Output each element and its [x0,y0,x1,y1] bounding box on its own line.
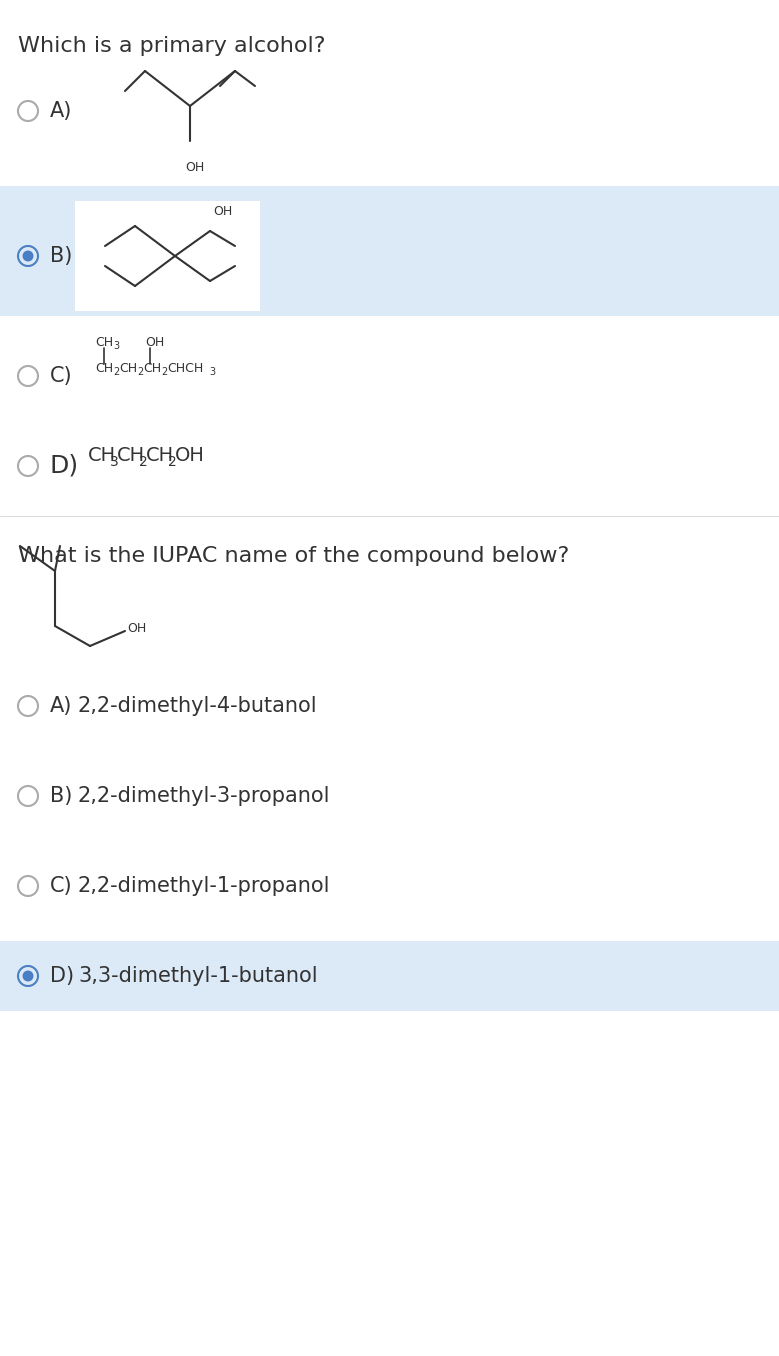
Text: Which is a primary alcohol?: Which is a primary alcohol? [18,37,326,56]
Text: A): A) [50,696,72,716]
Text: OH: OH [185,161,204,174]
Circle shape [23,971,33,982]
Text: CH: CH [95,336,113,348]
Text: 2: 2 [137,367,143,377]
Text: CH: CH [146,446,174,465]
Text: OH: OH [145,336,164,348]
Circle shape [23,251,33,262]
FancyBboxPatch shape [0,941,779,1012]
Text: OH: OH [213,205,232,218]
Text: 2,2-dimethyl-3-propanol: 2,2-dimethyl-3-propanol [78,786,330,805]
Text: OH: OH [127,622,146,636]
Text: OH: OH [175,446,205,465]
Text: 3: 3 [110,456,118,469]
Text: 2: 2 [161,367,167,377]
FancyBboxPatch shape [0,186,779,316]
Text: 3,3-dimethyl-1-butanol: 3,3-dimethyl-1-butanol [78,965,318,986]
Text: B): B) [50,786,72,805]
Text: C): C) [50,876,72,896]
Text: CH: CH [119,362,137,376]
Text: CH: CH [143,362,161,376]
Text: D): D) [50,454,79,479]
Text: CHCH: CHCH [167,362,203,376]
Text: C): C) [50,366,72,386]
Text: What is the IUPAC name of the compound below?: What is the IUPAC name of the compound b… [18,546,569,565]
Text: 2: 2 [168,456,177,469]
Text: 3: 3 [209,367,215,377]
FancyBboxPatch shape [75,201,260,311]
Text: CH: CH [88,446,116,465]
Text: 2,2-dimethyl-1-propanol: 2,2-dimethyl-1-propanol [78,876,330,896]
Text: 3: 3 [113,340,119,351]
Text: 2: 2 [113,367,119,377]
Text: A): A) [50,100,72,121]
Text: CH: CH [117,446,145,465]
Text: CH: CH [95,362,113,376]
Text: B): B) [50,245,72,266]
Text: D): D) [50,965,74,986]
Text: 2,2-dimethyl-4-butanol: 2,2-dimethyl-4-butanol [78,696,318,716]
Text: 2: 2 [139,456,148,469]
